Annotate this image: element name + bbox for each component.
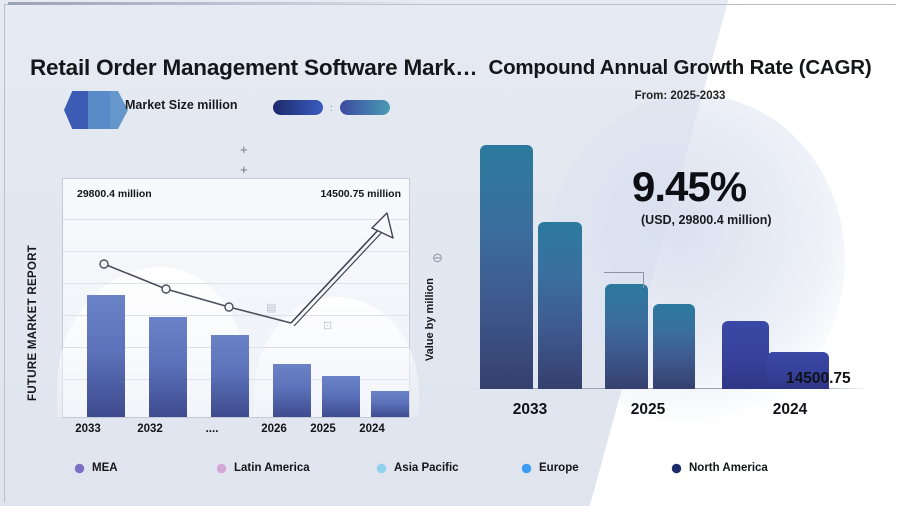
- right-chart-plot: 2033 2025 2024: [455, 145, 880, 425]
- right-bar-2033-secondary: [538, 222, 582, 389]
- left-chart-bars: [63, 179, 409, 417]
- left-xtick: 2024: [359, 423, 385, 435]
- subtitle-date-range: From: 2025-2033: [634, 90, 726, 102]
- left-bar-mid: [211, 335, 249, 417]
- pill-legend-group: :: [273, 100, 390, 115]
- left-xtick: 2032: [137, 423, 163, 435]
- right-bar-2025-primary: [605, 284, 648, 389]
- legend-item-europe[interactable]: Europe: [519, 461, 672, 475]
- minus-circle-icon: ⊖: [432, 250, 443, 265]
- value-data-label: 14500.75: [786, 370, 851, 387]
- right-xtick: 2025: [630, 401, 666, 418]
- left-bar-2024: [371, 391, 409, 417]
- decor-corner-bracket: [604, 272, 644, 288]
- legend-item-latin-america[interactable]: Latin America: [214, 461, 377, 475]
- cagr-note: (USD, 29800.4 million): [641, 213, 772, 227]
- left-chart-label-start: 29800.4 million: [77, 188, 152, 200]
- left-chart-trend-line: [99, 212, 394, 327]
- legend-dot-icon: [669, 461, 684, 475]
- legend-label: North America: [689, 462, 768, 474]
- right-bar-2025-secondary: [653, 304, 695, 389]
- left-xtick: ....: [205, 423, 219, 435]
- right-bar-2033-primary: [480, 145, 533, 389]
- legend: MEA Latin America Asia Pacific Europe No…: [72, 461, 835, 475]
- market-size-caption: Market Size million: [125, 98, 238, 112]
- left-chart-yaxis-label: FUTURE MARKET REPORT: [27, 244, 39, 402]
- legend-dot-icon: [519, 461, 534, 475]
- legend-dot-icon: [72, 461, 87, 475]
- left-bar-2032: [149, 317, 187, 417]
- frame-border: [4, 4, 896, 502]
- gridline: [63, 315, 409, 316]
- ghost-icon-chart: ⊡: [323, 320, 333, 332]
- legend-item-mea[interactable]: MEA: [72, 461, 217, 475]
- left-chart-label-end: 14500.75 million: [320, 188, 401, 200]
- left-bar-2033: [87, 295, 125, 417]
- right-xtick: 2033: [512, 401, 548, 418]
- logo-shape-light: [88, 91, 128, 129]
- legend-dot-icon: [214, 461, 229, 475]
- left-bar-2025: [322, 376, 360, 417]
- ghost-icon-calendar: ▤: [266, 302, 277, 314]
- left-chart-xaxis: 2033 2032 .... 2026 2025 2024: [62, 423, 410, 443]
- legend-item-asia-pacific[interactable]: Asia Pacific: [374, 461, 522, 475]
- cagr-value: 9.45%: [632, 163, 747, 210]
- left-xtick: 2033: [75, 423, 101, 435]
- legend-item-north-america[interactable]: North America: [669, 461, 768, 475]
- pill-swatch-secondary: [339, 100, 390, 115]
- left-bar-2026: [273, 364, 311, 417]
- gridline: [63, 219, 409, 220]
- pill-separator: :: [330, 102, 333, 113]
- right-bar-2024-secondary: [767, 352, 829, 389]
- plus-decoration-icon: + +: [240, 142, 248, 177]
- page-title-left: Retail Order Management Software Mark…: [30, 55, 475, 80]
- right-chart-yaxis-label: Value by million: [424, 278, 436, 362]
- gridline: [63, 283, 409, 284]
- gridline: [63, 251, 409, 252]
- legend-label: Latin America: [234, 462, 310, 474]
- legend-dot-icon: [374, 461, 389, 475]
- right-xtick: 2024: [772, 401, 808, 418]
- right-bar-2024-primary: [722, 321, 769, 389]
- legend-label: Asia Pacific: [394, 462, 459, 474]
- frame-accent-line: [8, 2, 428, 5]
- pill-swatch-primary: [273, 100, 323, 115]
- left-chart-plot: 29800.4 million 14500.75 million ▤ ⊡: [57, 178, 419, 418]
- legend-label: Europe: [539, 462, 579, 474]
- left-xtick: 2025: [310, 423, 336, 435]
- page-title-right: Compound Annual Growth Rate (CAGR): [488, 56, 872, 79]
- left-xtick: 2026: [261, 423, 287, 435]
- legend-label: MEA: [92, 462, 118, 474]
- brand-logo-icon: [64, 91, 128, 129]
